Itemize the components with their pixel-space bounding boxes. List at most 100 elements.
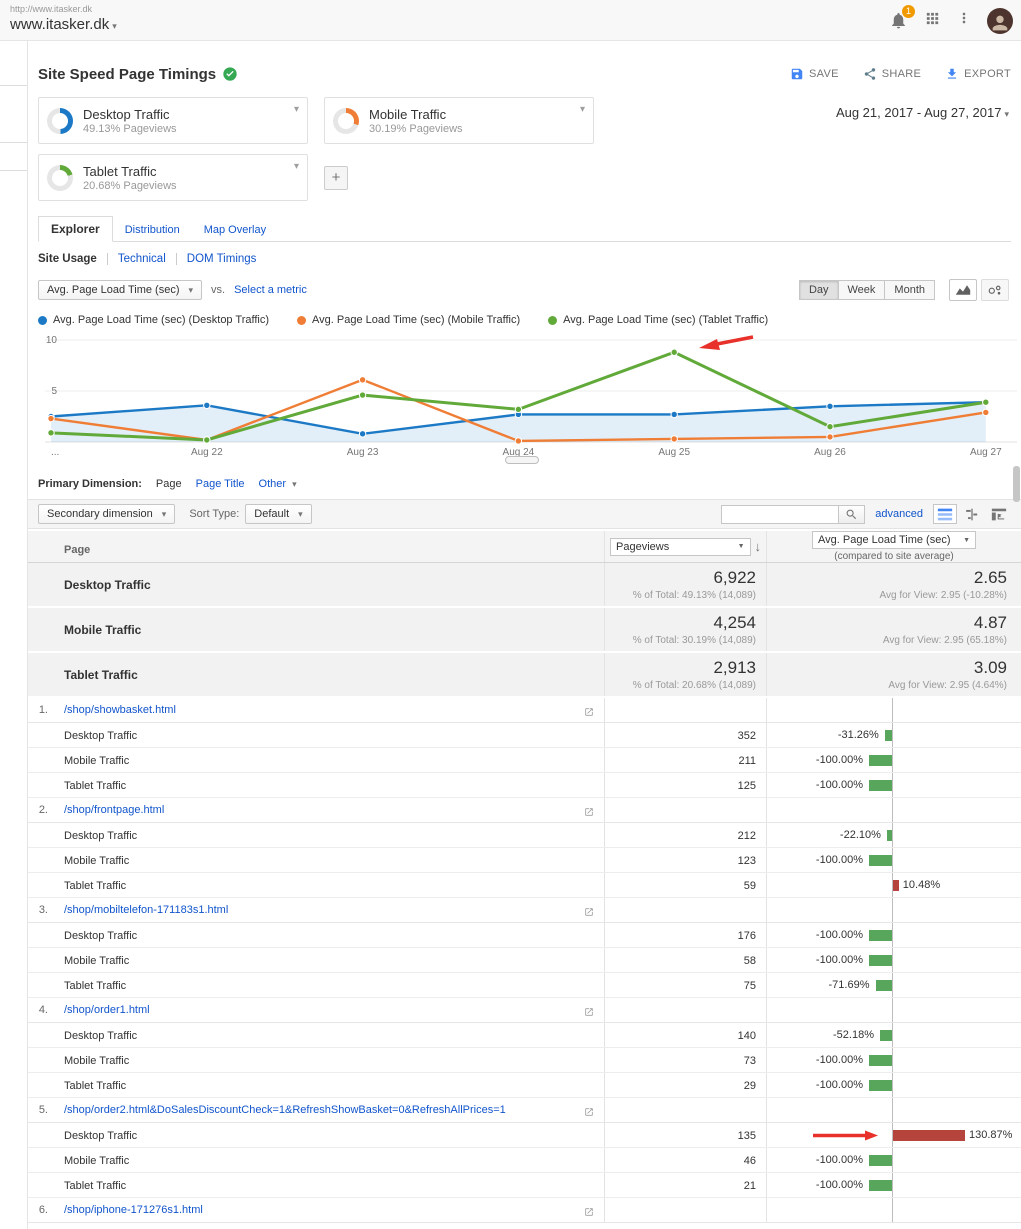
comparison-bar-negative [869,1055,892,1066]
page-url-link[interactable]: /shop/iphone-171276s1.html [64,1204,203,1216]
add-segment-button[interactable]: + [324,165,348,190]
segment-card-mobile[interactable]: Mobile Traffic 30.19% Pageviews ▾ [324,97,594,144]
export-button[interactable]: EXPORT [945,67,1011,81]
open-in-new-icon [585,908,593,916]
open-page-button[interactable] [584,704,594,722]
page-url-link[interactable]: /shop/order2.html&DoSalesDiscountCheck=1… [64,1104,506,1116]
scrollbar-thumb[interactable] [1013,466,1020,502]
metric-dropdown[interactable]: Avg. Page Load Time (sec) ▾ [38,280,203,300]
tab-distribution[interactable]: Distribution [124,224,180,236]
svg-text:Aug 22: Aug 22 [191,447,223,458]
line-chart-view-button[interactable] [949,279,977,301]
segment-row-label: Tablet Traffic [64,1180,127,1192]
share-button[interactable]: SHARE [863,67,921,81]
granularity-day[interactable]: Day [798,280,839,300]
open-page-button[interactable] [584,1204,594,1222]
notifications-button[interactable]: 1 [889,4,915,31]
property-url: http://www.itasker.dk [10,4,93,14]
segment-row-label: Desktop Traffic [64,1030,138,1042]
granularity-week[interactable]: Week [837,280,886,300]
page-url-link[interactable]: /shop/order1.html [64,1004,150,1016]
summary-segment-label: Desktop Traffic [64,577,151,592]
data-view-button[interactable] [933,504,957,524]
chevron-down-icon[interactable]: ▾ [579,104,585,115]
svg-text:Aug 27: Aug 27 [970,447,1002,458]
segment-row-label: Mobile Traffic [64,755,130,767]
open-page-button[interactable] [584,1104,594,1122]
save-button[interactable]: SAVE [790,67,839,81]
subtab-technical[interactable]: Technical [106,253,176,265]
dimension-page-title[interactable]: Page Title [195,478,245,490]
comparison-percent: -100.00% [815,1179,863,1191]
page-url-link[interactable]: /shop/showbasket.html [64,704,176,716]
date-range-selector[interactable]: Aug 21, 2017 - Aug 27, 2017 ▾ [835,105,1009,120]
segment-card-desktop[interactable]: Desktop Traffic 49.13% Pageviews ▾ [38,97,308,144]
summary-metric-sub: Avg for View: 2.95 (4.64%) [888,680,1007,691]
segment-donut-icon [47,164,73,191]
chevron-down-icon[interactable]: ▾ [293,161,299,172]
open-page-button[interactable] [584,804,594,822]
table-row-segment: Desktop Traffic 352 -31.26% [28,723,1021,748]
account-selector[interactable]: www.itasker.dk ▾ [10,16,117,33]
user-avatar[interactable] [987,7,1013,34]
comparison-axis [892,773,893,797]
subtab-dom-timings[interactable]: DOM Timings [175,253,267,265]
table-row-segment: Desktop Traffic 212 -22.10% [28,823,1021,848]
comparison-axis [892,923,893,947]
svg-text:Aug 23: Aug 23 [347,447,379,458]
table-row-page: 1. /shop/showbasket.html [28,698,1021,723]
sort-descending-icon[interactable]: ↓ [754,539,762,554]
comparison-axis [892,873,893,897]
summary-metric: 3.09 [973,658,1007,677]
svg-text:Aug 25: Aug 25 [658,447,690,458]
summary-pageviews: 6,922 [713,568,756,587]
secondary-dimension-button[interactable]: Secondary dimension ▾ [38,504,176,524]
tab-map-overlay[interactable]: Map Overlay [203,224,267,236]
search-button[interactable] [839,504,866,524]
pageviews-column-dropdown[interactable]: Pageviews ▼ [610,537,751,556]
comparison-axis [892,973,893,997]
select-metric-link[interactable]: Select a metric [234,284,307,296]
timeline-collapse-handle[interactable] [505,456,539,464]
comparison-bar-negative [869,855,892,866]
chevron-down-icon: ▾ [188,284,194,295]
table-search-input[interactable] [721,504,840,524]
dimension-other[interactable]: Other ▾ [258,478,297,490]
pivot-view-button[interactable] [987,504,1011,524]
page-url-link[interactable]: /shop/mobiltelefon-171183s1.html [64,904,229,916]
dimension-page[interactable]: Page [155,478,182,490]
notification-badge: 1 [902,4,915,18]
sort-type-button[interactable]: Default ▾ [245,504,312,524]
apps-grid-button[interactable] [924,10,941,32]
chevron-down-icon[interactable]: ▾ [293,104,299,115]
more-menu-button[interactable] [956,10,972,31]
legend-item: Avg. Page Load Time (sec) (Desktop Traff… [38,314,269,326]
table-row-segment: Mobile Traffic 211 -100.00% [28,748,1021,773]
advanced-filter-link[interactable]: advanced [875,508,923,520]
summary-metric-sub: Avg for View: 2.95 (65.18%) [882,635,1007,646]
open-page-button[interactable] [584,1004,594,1022]
comparison-view-button[interactable] [960,504,984,524]
summary-metric: 2.65 [973,568,1007,587]
tab-explorer[interactable]: Explorer [38,216,113,242]
segment-detail: 49.13% Pageviews [83,122,177,135]
comparison-percent: -100.00% [815,854,863,866]
granularity-month[interactable]: Month [884,280,935,300]
sort-type-label: Sort Type: [189,508,240,520]
table-row-segment: Desktop Traffic 135 130.87% [28,1123,1021,1148]
segment-name: Tablet Traffic [83,163,157,179]
open-page-button[interactable] [584,904,594,922]
legend-label: Avg. Page Load Time (sec) (Desktop Traff… [53,314,270,326]
kebab-menu-icon [962,12,966,24]
page-url-link[interactable]: /shop/frontpage.html [64,804,165,816]
metric-column-dropdown[interactable]: Avg. Page Load Time (sec) ▼ [812,531,976,549]
comparison-bar-negative [869,755,892,766]
segment-card-tablet[interactable]: Tablet Traffic 20.68% Pageviews ▾ [38,154,308,201]
motion-chart-view-button[interactable] [981,279,1009,301]
comparison-percent: 10.48% [902,879,941,891]
row-index: 3. [38,904,48,916]
legend-item: Avg. Page Load Time (sec) (Tablet Traffi… [548,314,768,326]
collapsed-nav-rail[interactable] [0,41,28,1229]
subtab-site-usage[interactable]: Site Usage [38,253,97,265]
comparison-percent: -52.18% [833,1029,874,1041]
